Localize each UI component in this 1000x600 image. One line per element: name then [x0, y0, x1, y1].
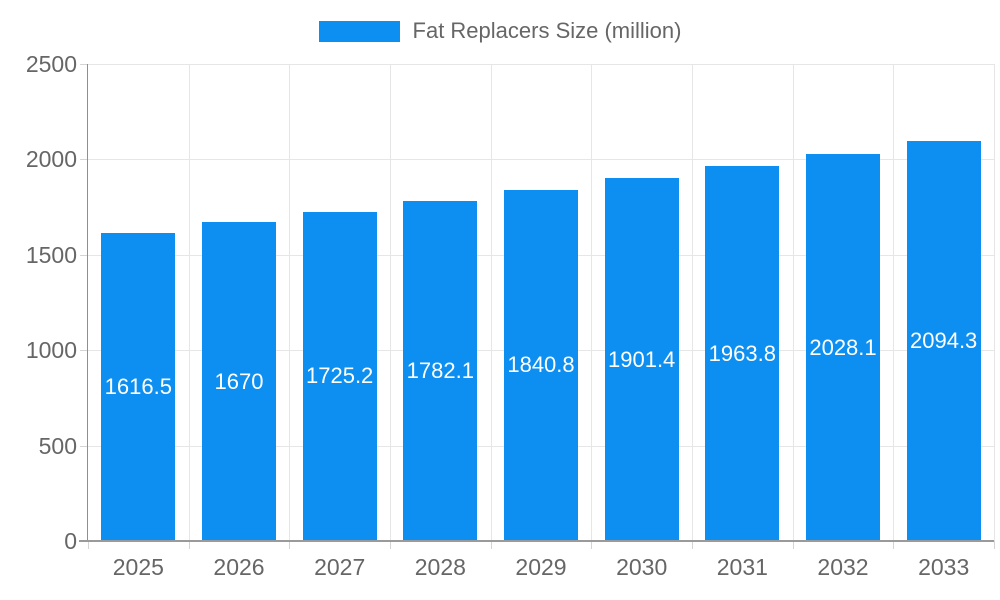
- y-axis-tick: [80, 64, 88, 65]
- x-axis-tick: [893, 541, 895, 549]
- bar-value-label: 1616.5: [104, 373, 172, 399]
- bar: [705, 166, 780, 541]
- bar: [302, 211, 377, 541]
- y-axis-label: 0: [64, 528, 77, 554]
- x-axis-tick: [88, 541, 89, 549]
- bar: [604, 178, 679, 541]
- x-axis-tick: [490, 541, 492, 549]
- bar: [906, 141, 981, 541]
- x-axis-label: 2031: [716, 554, 768, 580]
- y-axis-label: 2000: [25, 146, 77, 173]
- chart-legend-item[interactable]: Fat Replacers Size (million): [0, 20, 1000, 42]
- bar: [202, 222, 276, 541]
- gridline-vertical: [692, 64, 693, 541]
- legend-swatch: [318, 20, 400, 42]
- gridline-vertical: [893, 64, 895, 541]
- x-axis-label: 2032: [817, 554, 869, 580]
- bar-value-label: 2028.1: [809, 334, 877, 360]
- bar-value-label: 1840.8: [507, 352, 575, 378]
- x-axis-tick: [289, 541, 291, 549]
- x-axis-tick: [994, 541, 995, 549]
- bar: [403, 200, 478, 541]
- y-axis-line: [87, 64, 88, 541]
- y-axis-tick: [80, 254, 88, 256]
- bar-value-label: 1725.2: [306, 363, 374, 389]
- gridline-vertical: [188, 64, 190, 541]
- gridline-vertical: [994, 64, 995, 541]
- y-axis-tick: [80, 159, 88, 161]
- bar: [806, 154, 880, 541]
- gridline-vertical: [390, 64, 391, 541]
- bar-value-label: 1782.1: [406, 357, 474, 383]
- bar-value-label: 1670: [214, 368, 264, 394]
- y-axis-label: 2500: [25, 51, 77, 77]
- y-axis-label: 500: [38, 432, 77, 459]
- x-axis-tick: [390, 541, 391, 549]
- y-axis-label: 1000: [25, 337, 77, 364]
- x-axis-label: 2028: [414, 554, 466, 580]
- x-axis-line: [79, 540, 994, 542]
- bar: [504, 189, 578, 541]
- x-axis-tick: [591, 541, 593, 549]
- x-axis-label: 2030: [616, 554, 668, 580]
- gridline-vertical: [792, 64, 794, 541]
- x-axis-label: 2025: [112, 554, 164, 580]
- x-axis-label: 2027: [314, 554, 366, 580]
- x-axis-label: 2033: [918, 554, 970, 580]
- gridline-vertical: [490, 64, 492, 541]
- gridline-horizontal: [88, 159, 994, 161]
- x-axis-tick: [792, 541, 794, 549]
- x-axis-label: 2026: [213, 554, 265, 580]
- y-axis-tick: [80, 445, 88, 447]
- x-axis-tick: [188, 541, 190, 549]
- bar: [101, 232, 176, 541]
- gridline-vertical: [591, 64, 593, 541]
- bar-value-label: 1901.4: [608, 346, 676, 372]
- gridline-vertical: [289, 64, 291, 541]
- x-axis-label: 2029: [515, 554, 567, 580]
- plot-area: 0 500 1000 1500 2000 2500 1616.5 2025 1670 2026 17…: [26, 51, 995, 580]
- bar-value-label: 2094.3: [910, 328, 978, 354]
- y-axis-label: 1500: [25, 241, 77, 268]
- legend-label: Fat Replacers Size (million): [412, 18, 682, 43]
- x-axis-tick: [692, 541, 693, 549]
- y-axis-tick: [80, 350, 88, 352]
- gridline-horizontal: [88, 64, 994, 65]
- bar-value-label: 1963.8: [708, 340, 776, 366]
